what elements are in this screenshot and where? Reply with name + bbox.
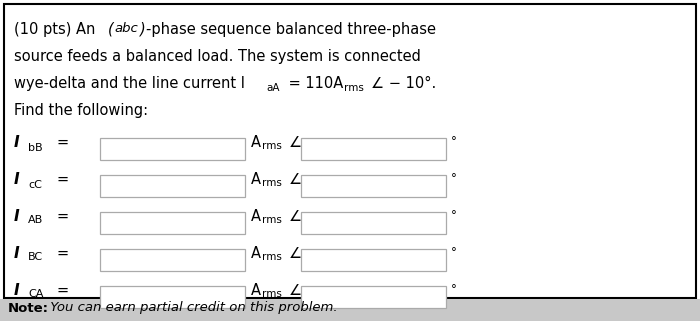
Text: (: ( (108, 22, 113, 37)
Bar (100, 286, 245, 308)
Text: A: A (251, 172, 261, 187)
Text: ∠: ∠ (289, 135, 302, 150)
Text: ): ) (140, 22, 146, 37)
Text: A: A (251, 246, 261, 261)
Text: source feeds a balanced load. The system is connected: source feeds a balanced load. The system… (14, 49, 421, 64)
Text: abc: abc (114, 22, 138, 35)
Text: Find the following:: Find the following: (14, 103, 148, 118)
Text: = 110A: = 110A (284, 76, 343, 91)
Bar (100, 212, 245, 234)
Text: °: ° (451, 283, 457, 296)
Text: rms: rms (344, 83, 364, 93)
Text: I: I (14, 246, 20, 261)
Text: -phase sequence balanced three-phase: -phase sequence balanced three-phase (146, 22, 436, 37)
Bar (301, 249, 446, 271)
Text: rms: rms (262, 215, 282, 225)
Text: bB: bB (28, 143, 43, 153)
Text: BC: BC (28, 252, 43, 262)
Text: A: A (251, 135, 261, 150)
Text: =: = (56, 246, 68, 261)
Bar (301, 175, 446, 197)
Text: ∠: ∠ (289, 283, 302, 298)
Text: ∠ − 10°.: ∠ − 10°. (371, 76, 436, 91)
Text: I: I (14, 135, 20, 150)
Bar (0, 299, 700, 321)
Text: rms: rms (262, 289, 282, 299)
Text: (10 pts) An: (10 pts) An (14, 22, 100, 37)
Text: °: ° (451, 135, 457, 148)
Bar (301, 286, 446, 308)
Text: =: = (56, 172, 68, 187)
Text: ∠: ∠ (289, 209, 302, 224)
Bar (301, 138, 446, 160)
Text: I: I (14, 209, 20, 224)
Text: A: A (251, 209, 261, 224)
Text: °: ° (451, 246, 457, 259)
Bar (100, 249, 245, 271)
Text: cC: cC (28, 180, 42, 190)
Text: °: ° (451, 209, 457, 222)
Bar (100, 175, 245, 197)
Text: rms: rms (262, 178, 282, 188)
Bar (301, 212, 446, 234)
Text: I: I (14, 172, 20, 187)
Text: A: A (251, 283, 261, 298)
Text: =: = (56, 283, 68, 298)
Text: AB: AB (28, 215, 43, 225)
Text: CA: CA (28, 289, 43, 299)
Text: ∠: ∠ (289, 172, 302, 187)
Text: =: = (56, 135, 68, 150)
Text: wye-delta and the line current I: wye-delta and the line current I (14, 76, 245, 91)
Text: °: ° (451, 172, 457, 185)
Text: rms: rms (262, 141, 282, 151)
Text: =: = (56, 209, 68, 224)
Bar (100, 138, 245, 160)
Text: ∠: ∠ (289, 246, 302, 261)
Text: rms: rms (262, 252, 282, 262)
Text: Note:: Note: (8, 301, 49, 315)
Text: You can earn partial credit on this problem.: You can earn partial credit on this prob… (46, 301, 337, 315)
Text: I: I (14, 283, 20, 298)
Text: aA: aA (266, 83, 279, 93)
